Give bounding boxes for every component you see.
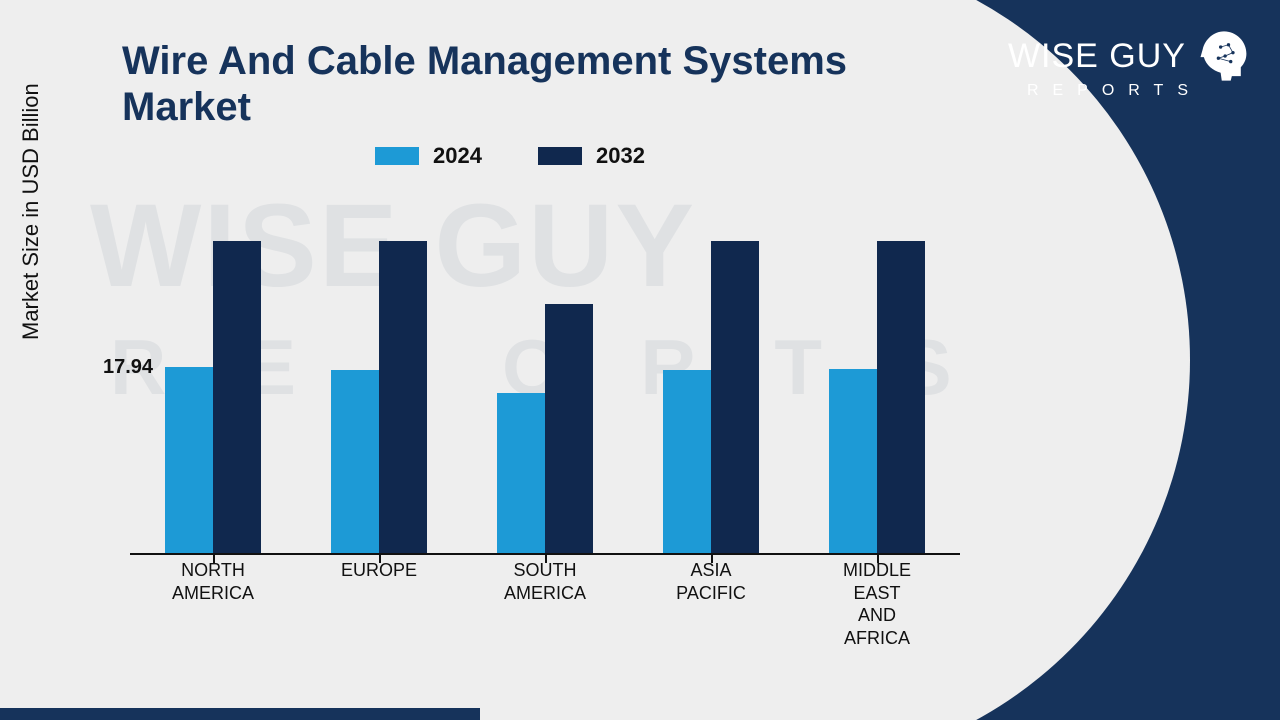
chart-canvas: Wire And Cable Management Systems Market…: [0, 0, 1280, 720]
bar-2024: [497, 393, 545, 555]
plot-region: 17.94: [130, 189, 960, 555]
bar-2032: [877, 241, 925, 555]
bar-2024: [663, 370, 711, 555]
bar-2024: [829, 369, 877, 555]
bar-group: [829, 241, 925, 555]
brand-logo: WISE GUY REPORTS: [1008, 28, 1252, 100]
x-axis-label: EUROPE: [309, 559, 449, 649]
x-axis-label: ASIA PACIFIC: [641, 559, 781, 649]
legend-label-2024: 2024: [433, 143, 482, 169]
bar-groups: 17.94: [130, 189, 960, 555]
bar-group: 17.94: [165, 241, 261, 555]
chart-legend: 2024 2032: [60, 143, 960, 169]
x-axis-labels: NORTH AMERICA EUROPE SOUTH AMERICA ASIA PAC…: [130, 559, 960, 649]
bottom-accent-bar: [0, 708, 480, 720]
bar-2032: [711, 241, 759, 555]
legend-swatch-2032: [538, 147, 582, 165]
chart-area: 2024 2032 17.94 NORTH AMERICA EUROPE SOUTH…: [60, 135, 960, 695]
legend-item-2024: 2024: [375, 143, 482, 169]
logo-text-line1: WISE GUY: [1008, 37, 1186, 76]
head-icon: [1196, 28, 1252, 84]
bar-value-label: 17.94: [103, 356, 153, 379]
x-axis-label: MIDDLE EAST AND AFRICA: [807, 559, 947, 649]
bar-2032: [213, 241, 261, 555]
bar-2032: [545, 304, 593, 555]
logo-text-line2: REPORTS: [1008, 82, 1202, 100]
bar-2024: [165, 367, 213, 555]
bar-group: [497, 304, 593, 555]
legend-label-2032: 2032: [596, 143, 645, 169]
x-axis-line: [130, 553, 960, 555]
bar-2032: [379, 241, 427, 555]
bar-group: [663, 241, 759, 555]
bar-group: [331, 241, 427, 555]
x-axis-label: NORTH AMERICA: [143, 559, 283, 649]
bar-2024: [331, 370, 379, 555]
legend-item-2032: 2032: [538, 143, 645, 169]
x-axis-label: SOUTH AMERICA: [475, 559, 615, 649]
chart-title: Wire And Cable Management Systems Market: [122, 38, 922, 130]
y-axis-label: Market Size in USD Billion: [18, 83, 44, 340]
legend-swatch-2024: [375, 147, 419, 165]
